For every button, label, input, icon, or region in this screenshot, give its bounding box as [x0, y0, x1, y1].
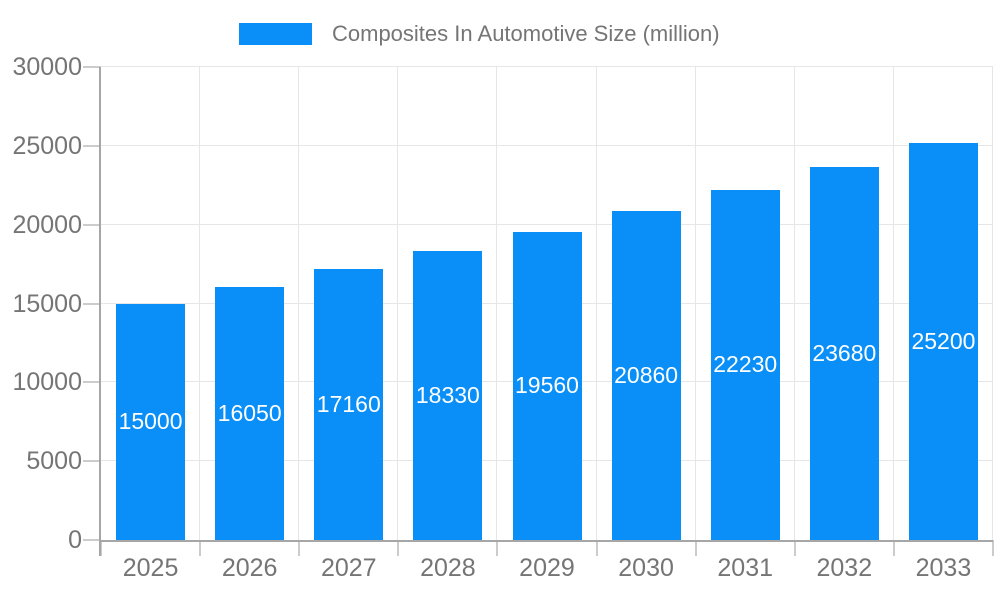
legend-label[interactable]: Composites In Automotive Size (million) [332, 21, 720, 46]
gridline-horizontal [101, 66, 993, 67]
bar-value-label: 15000 [118, 408, 183, 435]
x-axis-tick [793, 540, 796, 556]
gridline-vertical [199, 67, 201, 540]
y-axis-tick [83, 223, 101, 226]
gridline-vertical [793, 67, 795, 540]
gridline-vertical [694, 67, 696, 540]
gridline-horizontal [101, 144, 993, 146]
gridline-vertical [496, 67, 498, 540]
x-axis-tick-label: 2031 [717, 554, 774, 582]
bar-value-label: 22230 [713, 351, 778, 378]
plot-area: 15000 16050 17160 18330 19560 20860 22230 23680… [101, 66, 993, 540]
x-axis-tick [694, 540, 697, 556]
bar[interactable]: 22230 [710, 189, 780, 540]
x-axis-tick [298, 540, 301, 556]
y-axis-tick-label: 30000 [12, 53, 82, 81]
x-axis-tick [397, 540, 400, 556]
bar[interactable]: 15000 [116, 303, 186, 540]
x-axis-tick [199, 540, 202, 556]
gridline-vertical [892, 67, 894, 540]
x-axis-tick-label: 2029 [519, 554, 575, 582]
y-axis-tick-label: 5000 [26, 447, 82, 476]
bar[interactable]: 19560 [512, 231, 582, 540]
y-axis-tick [83, 144, 101, 147]
y-axis-tick [83, 302, 101, 305]
x-axis-tick [595, 540, 598, 556]
y-axis-tick-label: 15000 [12, 289, 82, 318]
bar[interactable]: 18330 [413, 251, 483, 540]
y-axis-tick [83, 381, 101, 384]
x-axis-tick [100, 540, 102, 556]
bar-value-label: 17160 [316, 391, 381, 418]
y-axis-tick-label: 20000 [12, 210, 82, 239]
y-axis-tick [83, 539, 101, 541]
bar[interactable]: 17160 [314, 269, 384, 540]
x-axis-tick-label: 2032 [816, 554, 873, 582]
bar[interactable]: 16050 [215, 286, 285, 540]
gridline-vertical [298, 67, 300, 540]
x-axis-tick-label: 2026 [221, 554, 278, 582]
bar-value-label: 18330 [415, 382, 480, 408]
bar[interactable]: 23680 [809, 166, 879, 540]
bar-value-label: 25200 [911, 327, 976, 354]
x-axis-tick [892, 540, 895, 556]
bar[interactable]: 20860 [611, 211, 681, 540]
x-axis-tick [496, 540, 499, 556]
legend-swatch[interactable] [239, 23, 312, 45]
x-axis-tick-label: 2030 [618, 554, 674, 582]
y-axis-tick [83, 66, 101, 68]
bar-value-label: 16050 [217, 399, 282, 426]
y-axis-tick [83, 460, 101, 463]
bar-value-label: 23680 [812, 339, 877, 366]
x-axis-tick [992, 540, 994, 556]
x-axis-tick-label: 2025 [122, 554, 179, 582]
x-axis-tick-label: 2028 [420, 554, 476, 582]
x-axis-tick-label: 2033 [915, 554, 972, 582]
gridline-vertical [397, 67, 399, 540]
y-axis-tick-label: 0 [68, 526, 82, 554]
gridline-horizontal [101, 223, 993, 225]
gridline-vertical [595, 67, 597, 540]
bar-value-label: 19560 [515, 372, 579, 399]
x-axis-line [99, 540, 993, 542]
y-axis-line [99, 67, 101, 556]
gridline-vertical [992, 67, 993, 540]
x-axis-tick-label: 2027 [320, 554, 377, 582]
bar-value-label: 20860 [614, 362, 679, 389]
y-axis-tick-label: 25000 [12, 131, 82, 160]
bar[interactable]: 25200 [908, 142, 978, 540]
y-axis-tick-label: 10000 [12, 368, 82, 397]
